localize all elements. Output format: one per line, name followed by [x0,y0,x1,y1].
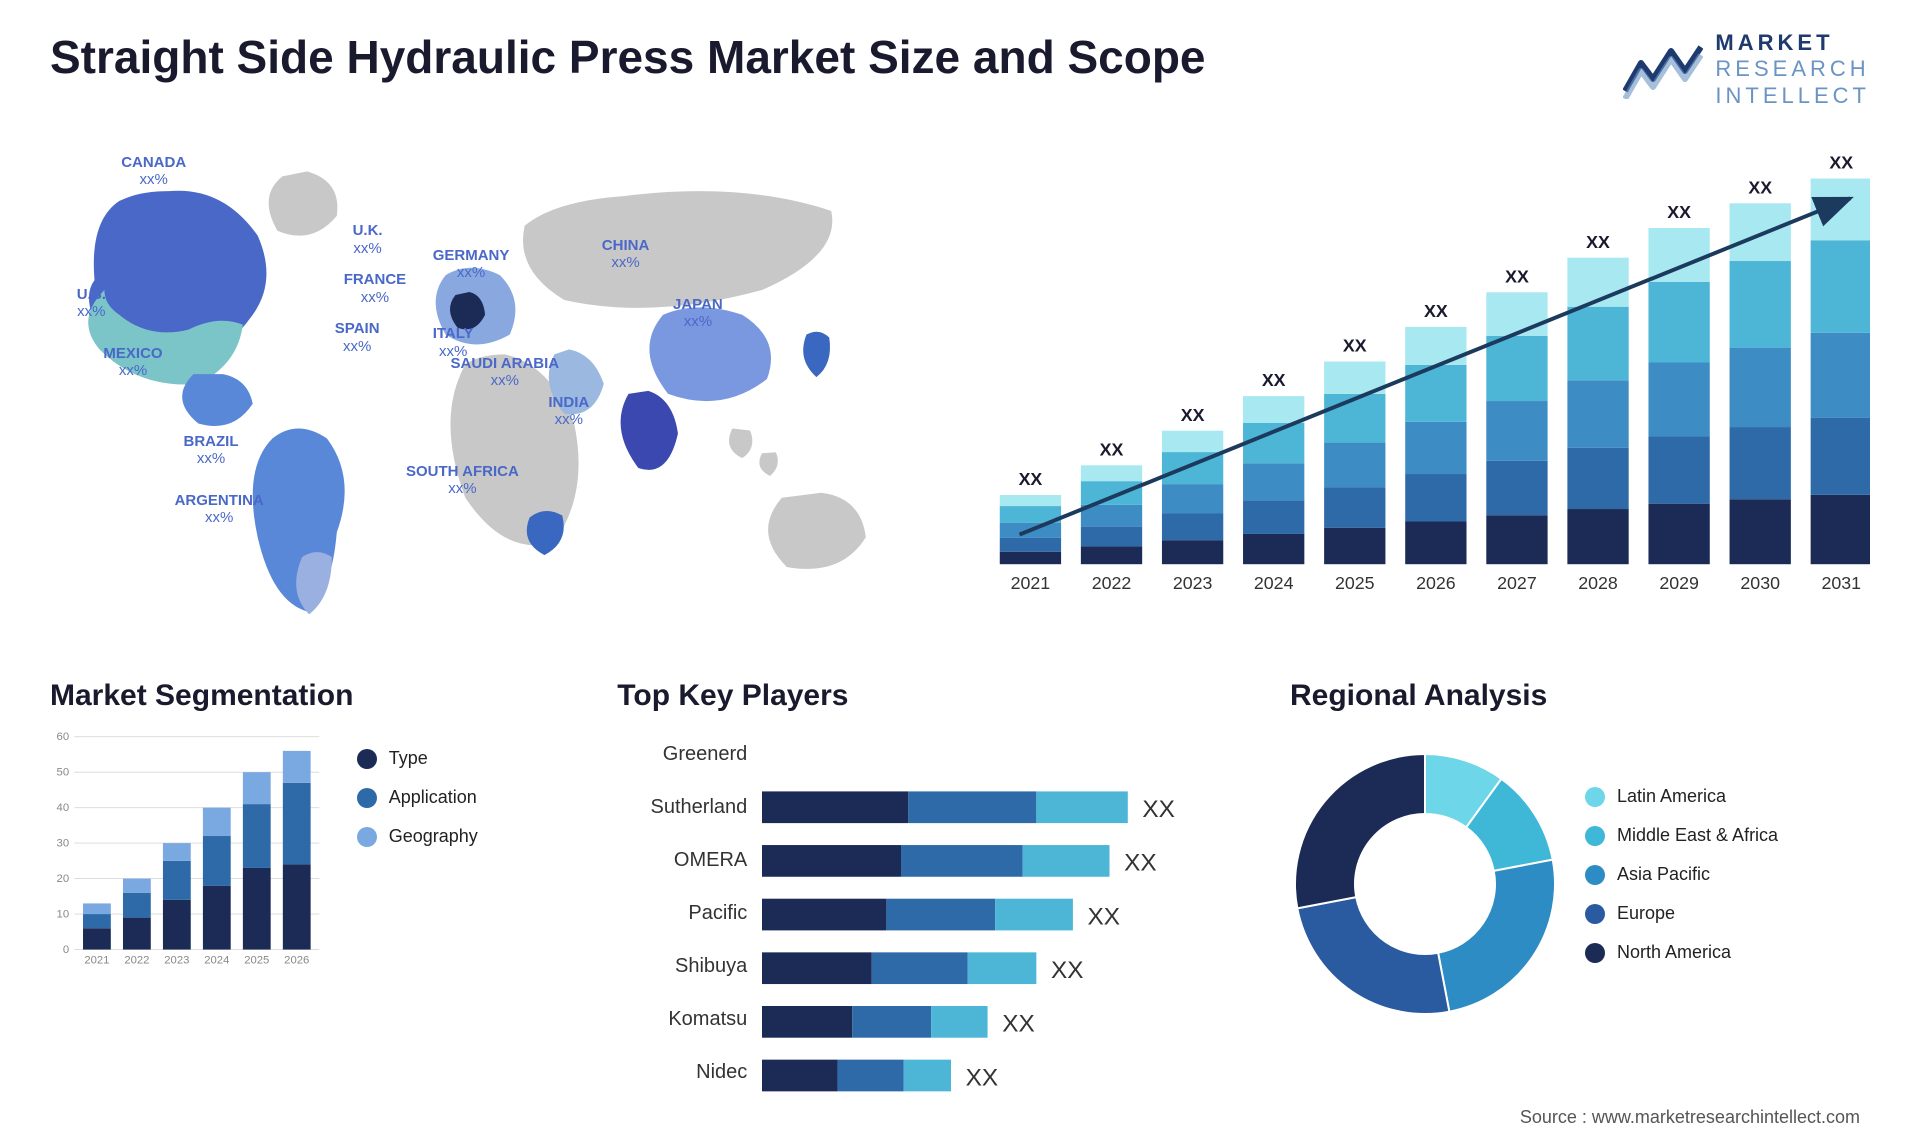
map-label: SOUTH AFRICAxx% [406,463,519,498]
map-label: U.K.xx% [353,222,383,257]
player-name: OMERA [674,849,747,872]
legend-item: Application [357,787,578,808]
svg-text:2021: 2021 [1011,573,1051,593]
legend-item: North America [1585,942,1870,963]
svg-text:XX: XX [1424,301,1448,321]
segmentation-legend: Type Application Geography [357,728,578,1039]
player-name: Nidec [696,1061,747,1084]
players-title: Top Key Players [617,679,1250,713]
map-label: ARGENTINAxx% [175,492,264,527]
svg-text:2024: 2024 [1254,573,1294,593]
segmentation-chart: 0 10 20 30 40 50 60 2021 2022 2023 2024 2025 2026 [50,728,337,1039]
svg-text:2025: 2025 [1335,573,1375,593]
legend-item: Middle East & Africa [1585,825,1870,846]
logo-text-3: INTELLECT [1715,83,1870,109]
svg-text:2030: 2030 [1740,573,1780,593]
map-label: BRAZILxx% [184,433,239,468]
map-label: JAPANxx% [673,296,723,331]
svg-text:2026: 2026 [284,955,309,967]
svg-text:XX: XX [1667,202,1691,222]
svg-text:2024: 2024 [204,955,229,967]
player-name: Komatsu [668,1008,747,1031]
svg-text:50: 50 [57,767,70,779]
players-chart: XXXXXXXXXXXX [762,728,1250,1099]
map-label: GERMANYxx% [433,247,510,282]
world-map: CANADAxx% U.S.xx% MEXICOxx% BRAZILxx% ARGENT… [50,139,940,629]
svg-text:XX: XX [1505,267,1529,287]
svg-text:20: 20 [57,873,70,885]
svg-text:2029: 2029 [1659,573,1699,593]
players-name-list: Greenerd Sutherland OMERA Pacific Shibuya Kom… [617,728,747,1099]
svg-text:XX: XX [1343,336,1367,356]
legend-item: Latin America [1585,786,1870,807]
svg-text:XX: XX [1143,796,1176,823]
svg-text:2023: 2023 [164,955,189,967]
regional-legend: Latin America Middle East & Africa Asia Pa… [1585,786,1870,981]
svg-text:2025: 2025 [244,955,269,967]
svg-text:2027: 2027 [1497,573,1537,593]
svg-text:2031: 2031 [1822,573,1862,593]
page-title: Straight Side Hydraulic Press Market Siz… [50,30,1206,84]
player-name: Sutherland [651,796,748,819]
map-label: CANADAxx% [121,154,186,189]
svg-text:2021: 2021 [84,955,109,967]
logo-text-2: RESEARCH [1715,56,1870,82]
legend-item: Geography [357,826,578,847]
svg-text:2026: 2026 [1416,573,1456,593]
svg-text:0: 0 [63,944,69,956]
svg-text:XX: XX [1088,903,1121,930]
map-label: SPAINxx% [335,320,380,355]
segmentation-title: Market Segmentation [50,679,577,713]
brand-logo: MARKET RESEARCH INTELLECT [1623,30,1870,109]
svg-text:30: 30 [57,838,70,850]
player-name: Pacific [688,902,747,925]
logo-text-1: MARKET [1715,30,1870,56]
map-label: SAUDI ARABIAxx% [451,355,560,390]
legend-item: Europe [1585,903,1870,924]
map-label: MEXICOxx% [103,345,162,380]
player-name: Greenerd [663,743,748,766]
source-text: Source : www.marketresearchintellect.com [1520,1107,1860,1128]
player-name: Shibuya [675,955,747,978]
svg-text:40: 40 [57,802,70,814]
svg-text:10: 10 [57,909,70,921]
map-label: FRANCExx% [344,271,407,306]
svg-text:XX: XX [1181,405,1205,425]
legend-item: Type [357,748,578,769]
svg-text:XX: XX [966,1064,999,1091]
logo-mark-icon [1623,41,1703,99]
svg-text:XX: XX [1586,232,1610,252]
svg-text:XX: XX [1124,850,1157,877]
svg-text:2023: 2023 [1173,573,1213,593]
svg-text:XX: XX [1051,957,1084,984]
regional-title: Regional Analysis [1290,679,1870,713]
map-label: INDIAxx% [548,394,589,429]
growth-chart: XX 2021 XX 2022 XX 2023 XX 2024 XX 2025 XX 2026 XX 20… [980,139,1870,629]
svg-text:XX: XX [1019,469,1043,489]
svg-text:XX: XX [1748,178,1772,198]
svg-text:XX: XX [1262,370,1286,390]
svg-text:XX: XX [1002,1011,1035,1038]
legend-item: Asia Pacific [1585,864,1870,885]
svg-text:XX: XX [1100,440,1124,460]
svg-text:2022: 2022 [1092,573,1132,593]
svg-text:60: 60 [57,731,70,743]
regional-donut [1290,749,1560,1019]
map-label: U.S.xx% [77,286,106,321]
svg-text:2028: 2028 [1578,573,1618,593]
svg-text:2022: 2022 [124,955,149,967]
map-label: CHINAxx% [602,237,650,272]
svg-text:XX: XX [1829,153,1853,173]
